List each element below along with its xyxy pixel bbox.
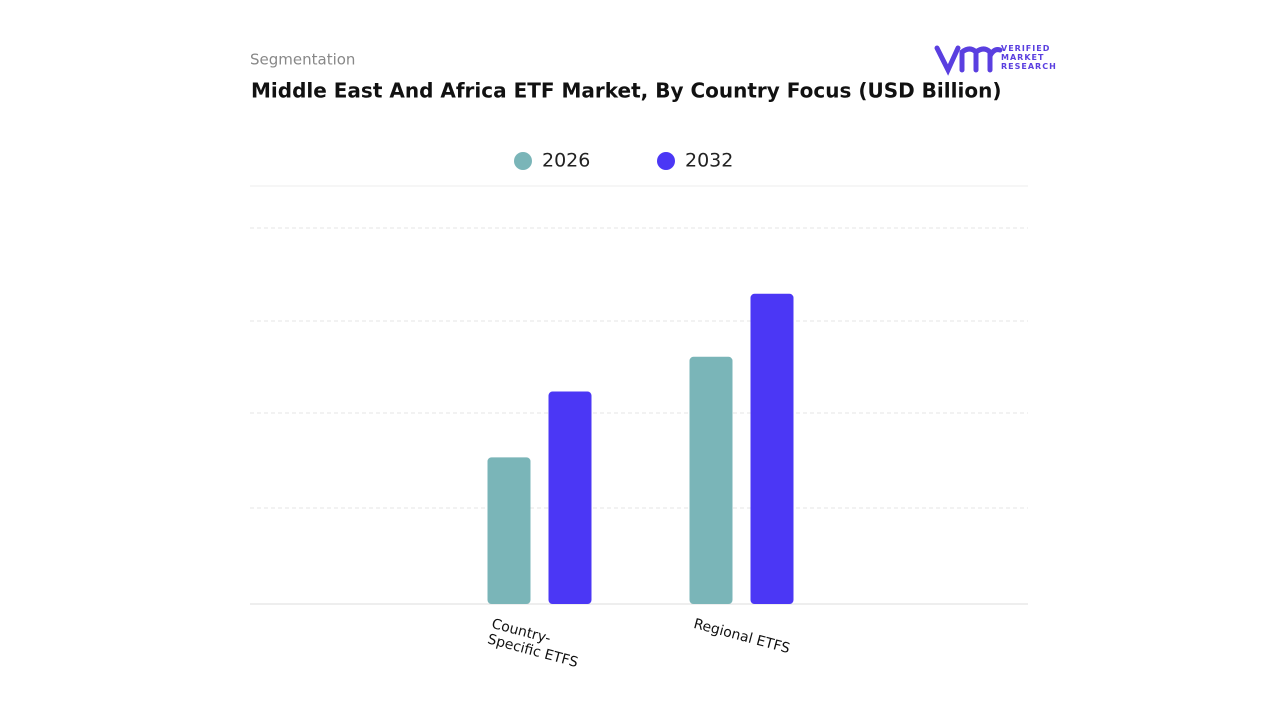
subtitle: Segmentation (250, 51, 355, 69)
legend-label: 2032 (685, 150, 733, 172)
bar (689, 356, 733, 604)
legend-marker (514, 152, 532, 170)
grid (250, 227, 1028, 509)
legend-label: 2026 (542, 150, 590, 172)
bar (750, 293, 794, 604)
logo: VERIFIED MARKET RESEARCH (934, 44, 1057, 76)
bar (487, 457, 531, 604)
bar (548, 391, 592, 604)
chart-title: Middle East And Africa ETF Market, By Co… (251, 79, 1001, 103)
logo-text: VERIFIED MARKET RESEARCH (1001, 44, 1057, 71)
legend-marker (657, 152, 675, 170)
